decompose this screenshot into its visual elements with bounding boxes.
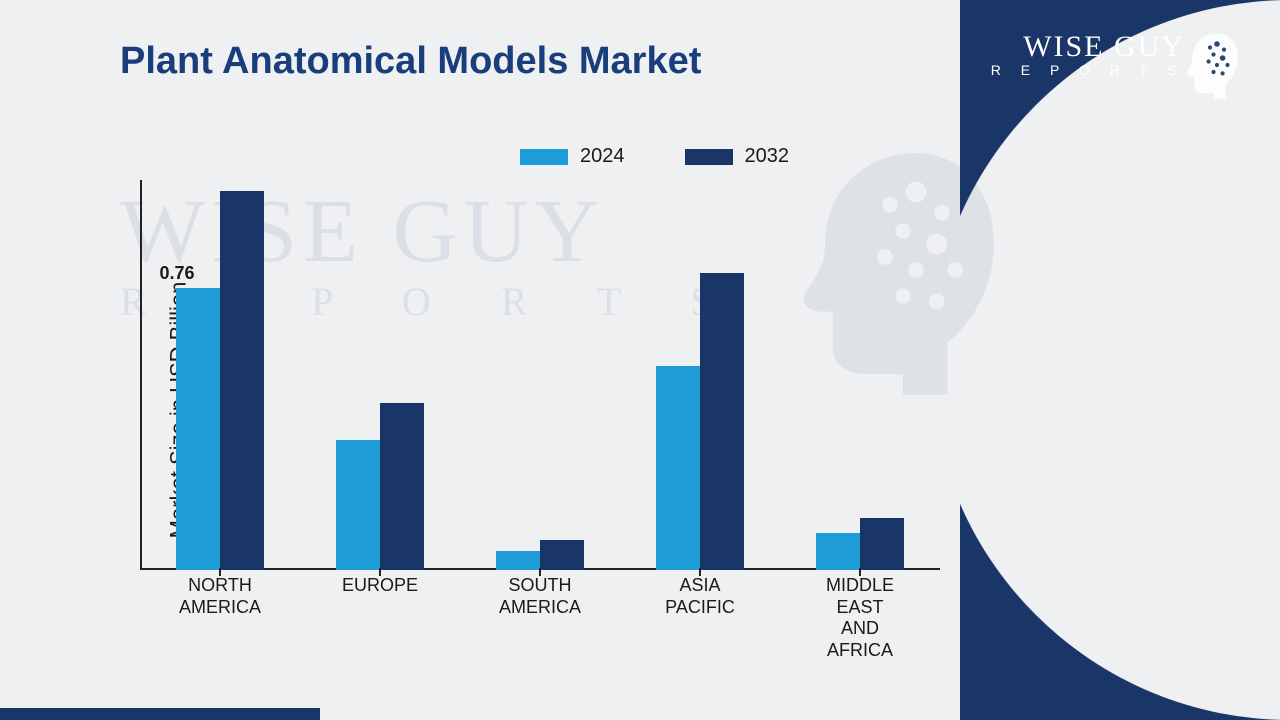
chart-title: Plant Anatomical Models Market [120, 40, 701, 83]
footer-bar [0, 708, 320, 720]
axis-tick [219, 568, 221, 576]
bar-group [475, 540, 605, 570]
brand-logo: WISE GUY R E P O R T S [1046, 30, 1240, 78]
category-axis: NORTHAMERICA EUROPE SOUTHAMERICA ASIAPACIFI… [140, 575, 940, 661]
category-label: SOUTHAMERICA [475, 575, 605, 661]
category-label: EUROPE [315, 575, 445, 661]
bar-group: 0.76 [155, 191, 285, 570]
bar [700, 273, 744, 570]
legend: 2024 2032 [520, 145, 789, 168]
category-label: NORTHAMERICA [155, 575, 285, 661]
legend-item-2024: 2024 [520, 145, 625, 168]
bar [496, 551, 540, 570]
bar [336, 440, 380, 570]
bar [380, 403, 424, 570]
chart: Market Size in USD Billion 0.76 NORTHAME… [100, 180, 960, 640]
category-label: ASIAPACIFIC [635, 575, 765, 661]
legend-label-2032: 2032 [745, 145, 790, 168]
legend-swatch-2032 [685, 149, 733, 165]
legend-swatch-2024 [520, 149, 568, 165]
bars-area: 0.76 [140, 180, 940, 570]
brand-head-icon [1175, 30, 1245, 100]
brand-line1: WISE GUY [991, 30, 1185, 64]
legend-item-2032: 2032 [685, 145, 790, 168]
bar [176, 288, 220, 570]
axis-tick [379, 568, 381, 576]
legend-label-2024: 2024 [580, 145, 625, 168]
axis-tick [699, 568, 701, 576]
bar [816, 533, 860, 570]
bar-value-label: 0.76 [155, 263, 199, 284]
axis-tick [859, 568, 861, 576]
bar [656, 366, 700, 570]
brand-line2: R E P O R T S [991, 62, 1185, 78]
bar-group [795, 518, 925, 570]
bar [540, 540, 584, 570]
category-label: MIDDLEEASTANDAFRICA [795, 575, 925, 661]
bar-group [635, 273, 765, 570]
bar-group [315, 403, 445, 570]
bar [220, 191, 264, 570]
axis-tick [539, 568, 541, 576]
bar [860, 518, 904, 570]
